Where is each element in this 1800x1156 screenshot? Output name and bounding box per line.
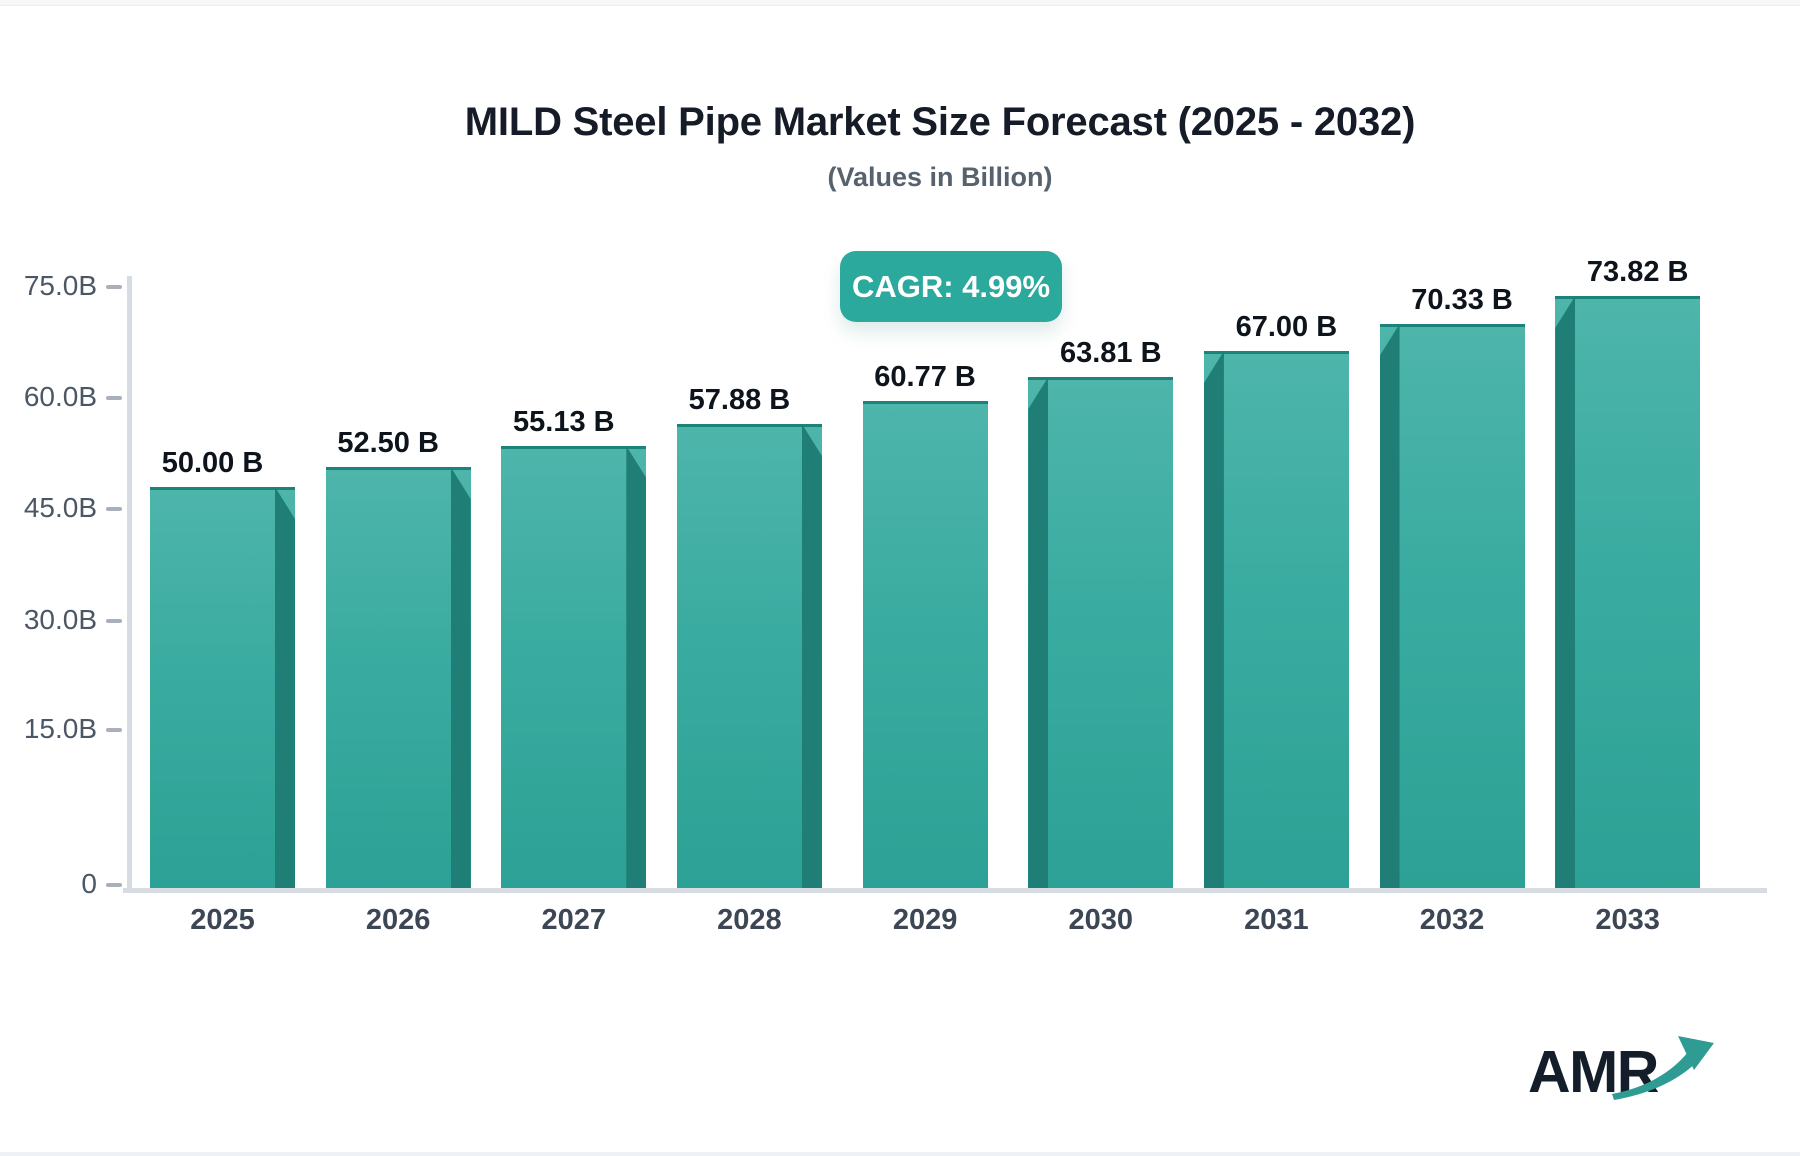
- x-axis-label: 2029: [892, 904, 958, 936]
- y-axis-tick-dash: [106, 507, 122, 511]
- bar-group-2031: 67.00 B: [1203, 311, 1349, 888]
- bar-value-label: 57.88 B: [688, 384, 791, 416]
- y-axis-tick-label: 15.0B: [23, 713, 97, 744]
- bar-group-2029: 60.77 B: [862, 361, 988, 888]
- bar-value-label: 67.00 B: [1235, 311, 1338, 343]
- bar-side-face: [626, 446, 647, 888]
- bar-face: [1203, 351, 1349, 888]
- bar-face: [1555, 296, 1701, 888]
- bar-side-face: [1203, 351, 1224, 888]
- y-axis-tick-dash: [106, 728, 122, 732]
- y-axis-tick-dash: [106, 619, 122, 623]
- bar-value-label: 60.77 B: [874, 361, 976, 393]
- bar-side-face: [1379, 324, 1400, 888]
- y-axis-tick-label: 45.0B: [23, 492, 97, 523]
- bar-value-label: 70.33 B: [1411, 284, 1513, 316]
- top-border: [0, 0, 1800, 6]
- x-axis-label: 2026: [365, 904, 431, 936]
- y-axis-tick-dash: [106, 883, 122, 887]
- bar-group-2027: 55.13 B: [501, 406, 647, 888]
- bar-side-face: [801, 424, 822, 888]
- bar-group-2033: 73.82 B: [1555, 256, 1701, 888]
- y-axis-tick-label: 75.0B: [23, 270, 97, 301]
- bar-side-face: [275, 487, 295, 888]
- bar-value-label: 63.81 B: [1059, 337, 1162, 369]
- x-axis-label: 2032: [1419, 904, 1485, 936]
- bar-face: [1379, 324, 1525, 888]
- bar-face: [325, 467, 471, 888]
- x-axis-label: 2025: [190, 904, 255, 936]
- bar-value-label: 73.82 B: [1586, 256, 1689, 288]
- bar-value-label: 50.00 B: [161, 447, 264, 479]
- y-axis-tick-dash: [106, 396, 122, 400]
- amr-logo: AMR: [1528, 1036, 1714, 1105]
- x-axis-label: 2027: [541, 904, 607, 936]
- bar-group-2028: 57.88 B: [676, 384, 822, 888]
- y-axis-tick-label: 30.0B: [23, 604, 97, 635]
- bar-side-face: [1555, 296, 1576, 888]
- bar-value-label: 55.13 B: [513, 406, 615, 438]
- bar-group-2032: 70.33 B: [1379, 284, 1525, 888]
- bar-group-2025: 50.00 B: [150, 447, 295, 888]
- bottom-border: [0, 1152, 1800, 1156]
- bar-group-2030: 63.81 B: [1028, 337, 1174, 888]
- bar-face: [150, 487, 295, 888]
- bar-face: [676, 424, 822, 888]
- x-axis-label: 2030: [1068, 904, 1133, 936]
- bar-value-label: 52.50 B: [337, 427, 439, 459]
- x-axis-label: 2028: [717, 904, 782, 936]
- logo-arrow-head-icon: [1678, 1036, 1714, 1070]
- logo-text: AMR: [1528, 1039, 1659, 1105]
- chart-subtitle: (Values in Billion): [827, 162, 1053, 192]
- x-axis-label: 2033: [1595, 904, 1660, 936]
- bar-side-face: [1028, 377, 1049, 888]
- x-axis-label: 2031: [1244, 904, 1309, 936]
- bar-face: [501, 446, 647, 888]
- bar-side-face: [450, 467, 471, 888]
- cagr-badge: CAGR: 4.99%: [840, 251, 1062, 322]
- x-axis-baseline: [123, 888, 1767, 893]
- y-axis-tick-label: 0: [81, 868, 97, 899]
- y-axis-tick-dash: [106, 285, 122, 289]
- chart-title: MILD Steel Pipe Market Size Forecast (20…: [464, 100, 1416, 144]
- y-axis-tick-label: 60.0B: [23, 381, 97, 412]
- bar-face: [1028, 377, 1174, 888]
- bar-face: [862, 401, 988, 888]
- bar-group-2026: 52.50 B: [325, 427, 471, 888]
- y-axis-line: [127, 276, 132, 892]
